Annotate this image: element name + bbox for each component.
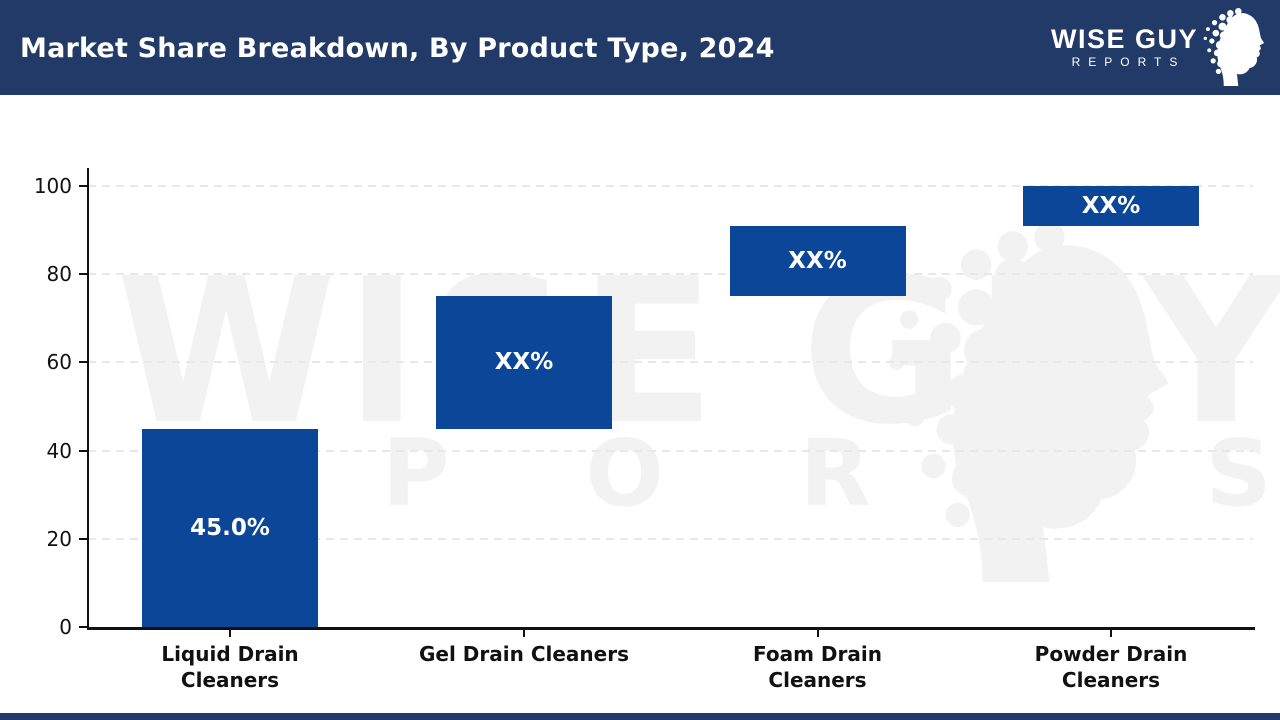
gridline-100: [88, 185, 1253, 187]
x-tick-label: Powder Drain Cleaners: [1001, 641, 1221, 693]
y-axis-tick-label: 100: [33, 174, 72, 198]
x-tick-label-line: Cleaners: [180, 668, 280, 692]
logo-head-icon: [1200, 7, 1266, 87]
bar-segment: XX%: [436, 296, 612, 429]
wise-guy-reports-logo: WISE GUY REPORTS: [1051, 7, 1266, 87]
header-bar: Market Share Breakdown, By Product Type,…: [0, 0, 1280, 95]
gridline-40: [88, 449, 1253, 452]
y-axis-tick-label: 80: [46, 262, 72, 287]
y-axis-tick-40: [79, 449, 88, 452]
x-tick-label: Liquid Drain Cleaners: [120, 641, 340, 693]
x-axis-line: [87, 627, 1255, 630]
bar-value-label: XX%: [1081, 192, 1141, 219]
bar-segment: 45.0%: [142, 428, 318, 627]
y-axis-tick-100: [79, 185, 88, 187]
bar-value-label: XX%: [788, 247, 847, 274]
bar-segment: XX%: [729, 225, 906, 297]
gridline-60: [88, 361, 1253, 364]
logo-wise-guy-text: WISE GUY: [1050, 23, 1198, 54]
bar-value-label: XX%: [494, 349, 554, 376]
logo-reports-text: REPORTS: [1071, 55, 1186, 70]
x-axis-tick: [1110, 630, 1112, 637]
x-tick-label: Foam Drain Cleaners: [708, 641, 928, 693]
bar-segment: XX%: [1023, 186, 1199, 226]
y-axis-tick-label: 0: [59, 615, 72, 639]
x-axis-tick: [523, 630, 525, 637]
x-tick-label-line: Cleaners: [768, 668, 867, 692]
logo-text: WISE GUY REPORTS: [1050, 23, 1198, 70]
x-axis-tick: [816, 630, 819, 637]
x-axis-tick: [229, 630, 231, 637]
y-axis-tick-label: 20: [46, 526, 72, 551]
x-tick-label-line: Powder Drain: [1034, 642, 1188, 666]
bar-value-label: 45.0%: [190, 514, 270, 541]
gridline-20: [88, 537, 1253, 540]
footer-bar: [0, 713, 1280, 720]
y-axis-tick-label: 60: [46, 350, 72, 375]
y-axis-tick-80: [79, 273, 88, 276]
x-tick-label-line: Foam Drain: [753, 642, 882, 666]
y-axis-tick-0: [79, 626, 88, 628]
page-title: Market Share Breakdown, By Product Type,…: [20, 33, 775, 64]
gridline-80: [88, 273, 1253, 276]
x-tick-label-line: Liquid Drain: [161, 642, 299, 666]
y-axis-tick-60: [79, 361, 88, 364]
x-tick-label-line: Cleaners: [1061, 668, 1161, 692]
y-axis-tick-20: [79, 537, 88, 540]
x-tick-label: Gel Drain Cleaners: [414, 641, 634, 667]
y-axis-tick-label: 40: [46, 438, 72, 463]
y-axis-line: [87, 168, 89, 629]
x-tick-label-line: Gel Drain Cleaners: [419, 642, 629, 666]
